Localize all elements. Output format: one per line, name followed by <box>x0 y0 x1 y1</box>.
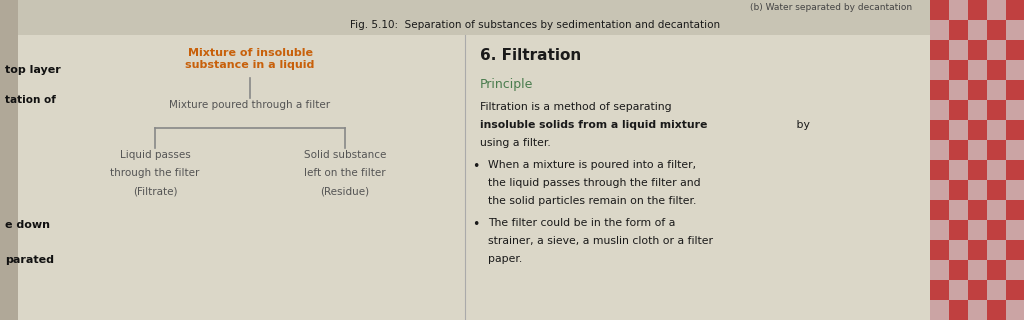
Text: Liquid passes: Liquid passes <box>120 150 190 160</box>
FancyBboxPatch shape <box>987 160 1006 180</box>
FancyBboxPatch shape <box>968 300 987 320</box>
Text: (Residue): (Residue) <box>321 186 370 196</box>
FancyBboxPatch shape <box>1006 100 1024 120</box>
FancyBboxPatch shape <box>930 180 949 200</box>
FancyBboxPatch shape <box>1006 220 1024 240</box>
Text: strainer, a sieve, a muslin cloth or a filter: strainer, a sieve, a muslin cloth or a f… <box>488 236 713 246</box>
Text: tation of: tation of <box>5 95 56 105</box>
FancyBboxPatch shape <box>930 20 949 40</box>
Text: using a filter.: using a filter. <box>480 138 551 148</box>
FancyBboxPatch shape <box>987 0 1006 20</box>
Text: Filtration is a method of separating: Filtration is a method of separating <box>480 102 672 112</box>
Text: Mixture poured through a filter: Mixture poured through a filter <box>169 100 331 110</box>
Text: •: • <box>472 160 479 173</box>
FancyBboxPatch shape <box>949 40 968 60</box>
Text: parated: parated <box>5 255 54 265</box>
Text: When a mixture is poured into a filter,: When a mixture is poured into a filter, <box>488 160 696 170</box>
FancyBboxPatch shape <box>930 140 949 160</box>
Text: the solid particles remain on the filter.: the solid particles remain on the filter… <box>488 196 696 206</box>
Text: the liquid passes through the filter and: the liquid passes through the filter and <box>488 178 700 188</box>
Text: insoluble solids from a liquid mixture: insoluble solids from a liquid mixture <box>480 120 708 130</box>
FancyBboxPatch shape <box>930 300 949 320</box>
FancyBboxPatch shape <box>987 240 1006 260</box>
FancyBboxPatch shape <box>968 140 987 160</box>
FancyBboxPatch shape <box>968 100 987 120</box>
FancyBboxPatch shape <box>968 180 987 200</box>
FancyBboxPatch shape <box>949 80 968 100</box>
FancyBboxPatch shape <box>949 280 968 300</box>
FancyBboxPatch shape <box>987 280 1006 300</box>
Text: through the filter: through the filter <box>111 168 200 178</box>
FancyBboxPatch shape <box>1006 20 1024 40</box>
Text: 6. Filtration: 6. Filtration <box>480 48 582 63</box>
FancyBboxPatch shape <box>18 0 930 35</box>
FancyBboxPatch shape <box>949 0 968 20</box>
FancyBboxPatch shape <box>987 40 1006 60</box>
Text: The filter could be in the form of a: The filter could be in the form of a <box>488 218 676 228</box>
Text: Principle: Principle <box>480 78 534 91</box>
Text: Fig. 5.10:  Separation of substances by sedimentation and decantation: Fig. 5.10: Separation of substances by s… <box>350 20 720 30</box>
FancyBboxPatch shape <box>930 0 1024 320</box>
FancyBboxPatch shape <box>968 260 987 280</box>
Text: (b) Water separated by decantation: (b) Water separated by decantation <box>750 3 912 12</box>
FancyBboxPatch shape <box>949 200 968 220</box>
Text: left on the filter: left on the filter <box>304 168 386 178</box>
FancyBboxPatch shape <box>987 200 1006 220</box>
Text: •: • <box>472 218 479 231</box>
Text: Solid substance: Solid substance <box>304 150 386 160</box>
FancyBboxPatch shape <box>949 160 968 180</box>
FancyBboxPatch shape <box>968 220 987 240</box>
Text: paper.: paper. <box>488 254 522 264</box>
FancyBboxPatch shape <box>1006 300 1024 320</box>
FancyBboxPatch shape <box>1006 60 1024 80</box>
FancyBboxPatch shape <box>949 240 968 260</box>
FancyBboxPatch shape <box>0 0 18 320</box>
Text: Mixture of insoluble
substance in a liquid: Mixture of insoluble substance in a liqu… <box>185 48 314 69</box>
FancyBboxPatch shape <box>1006 260 1024 280</box>
FancyBboxPatch shape <box>930 60 949 80</box>
FancyBboxPatch shape <box>949 120 968 140</box>
FancyBboxPatch shape <box>930 100 949 120</box>
FancyBboxPatch shape <box>1006 180 1024 200</box>
FancyBboxPatch shape <box>968 60 987 80</box>
Text: by: by <box>793 120 810 130</box>
FancyBboxPatch shape <box>1006 140 1024 160</box>
FancyBboxPatch shape <box>930 220 949 240</box>
FancyBboxPatch shape <box>18 35 930 320</box>
Text: e down: e down <box>5 220 50 230</box>
FancyBboxPatch shape <box>968 20 987 40</box>
FancyBboxPatch shape <box>987 120 1006 140</box>
Text: top layer: top layer <box>5 65 60 75</box>
FancyBboxPatch shape <box>930 260 949 280</box>
Text: (Filtrate): (Filtrate) <box>133 186 177 196</box>
FancyBboxPatch shape <box>987 80 1006 100</box>
